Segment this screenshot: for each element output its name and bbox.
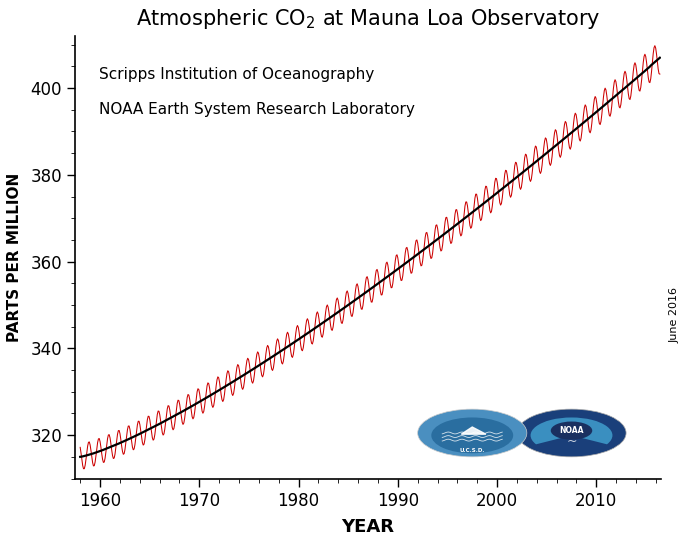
Text: Scripps Institution of Oceanography: Scripps Institution of Oceanography: [99, 67, 374, 82]
Text: U.C.S.D.: U.C.S.D.: [459, 449, 485, 453]
Text: June 2016: June 2016: [670, 287, 680, 343]
Circle shape: [431, 418, 513, 453]
Circle shape: [517, 409, 626, 457]
Circle shape: [418, 409, 527, 457]
Polygon shape: [462, 427, 486, 434]
Wedge shape: [531, 418, 612, 444]
Title: Atmospheric CO$_2$ at Mauna Loa Observatory: Atmospheric CO$_2$ at Mauna Loa Observat…: [136, 7, 600, 31]
Text: NOAA Earth System Research Laboratory: NOAA Earth System Research Laboratory: [99, 103, 415, 117]
Text: NOAA: NOAA: [559, 426, 584, 435]
X-axis label: YEAR: YEAR: [342, 518, 394, 536]
Circle shape: [415, 408, 529, 458]
Text: ~: ~: [566, 435, 576, 448]
Y-axis label: PARTS PER MILLION: PARTS PER MILLION: [7, 173, 22, 342]
Circle shape: [551, 421, 592, 440]
